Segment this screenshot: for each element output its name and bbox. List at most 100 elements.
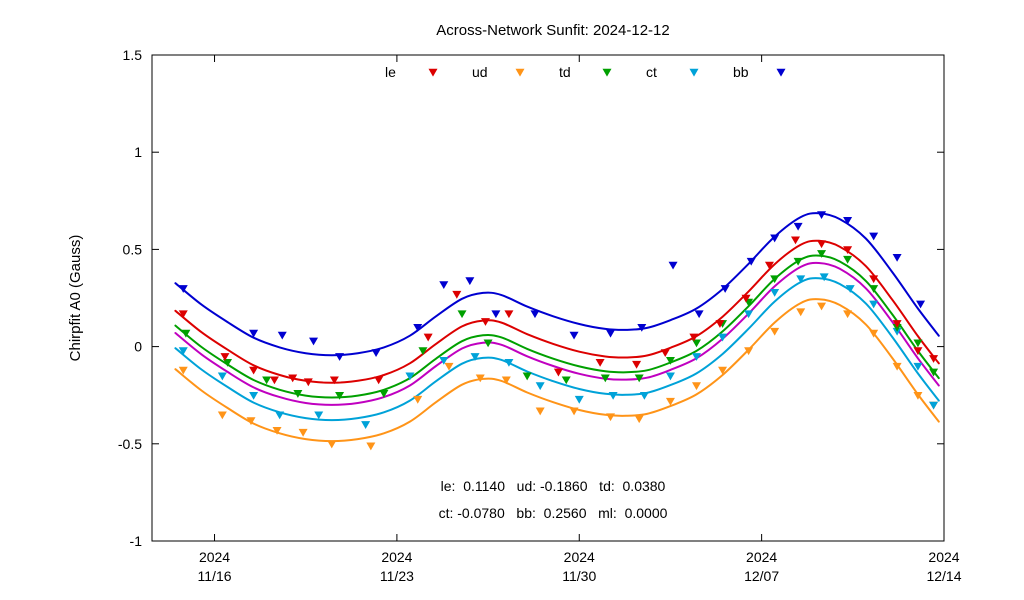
marker-ud: [665, 397, 675, 406]
x-tick-label-year: 2024: [199, 549, 230, 565]
marker-le: [689, 333, 699, 342]
marker-ct: [913, 362, 923, 371]
marker-le: [553, 368, 563, 377]
marker-td: [843, 255, 853, 264]
marker-ud: [869, 329, 879, 338]
marker-ct: [314, 411, 324, 420]
marker-td: [869, 285, 879, 293]
marker-bb: [637, 323, 647, 332]
curve-bb: [174, 212, 940, 357]
marker-bb: [178, 285, 188, 293]
marker-ud: [569, 407, 579, 416]
x-tick-label-year: 2024: [928, 549, 959, 565]
marker-ud: [501, 376, 511, 385]
y-tick-label: -0.5: [118, 436, 142, 452]
marker-le: [843, 246, 853, 254]
marker-le: [178, 310, 188, 319]
marker-td: [418, 347, 428, 356]
marker-bb: [277, 331, 287, 340]
y-tick-label: 0: [134, 339, 142, 355]
x-tick-label-date: 11/30: [562, 568, 596, 584]
marker-bb: [770, 234, 780, 243]
legend-label-bb: bb: [733, 64, 749, 80]
marker-ud: [913, 392, 923, 400]
y-tick-labels: -1 -0.5 0 0.5 1 1.5: [118, 47, 142, 549]
marker-ct: [439, 357, 449, 365]
marker-bb: [606, 329, 616, 338]
legend-label-td: td: [559, 64, 571, 80]
marker-td: [379, 390, 389, 398]
marker-td: [793, 257, 803, 266]
marker-bb: [569, 331, 579, 340]
marker-le: [288, 374, 298, 383]
marker-ud: [843, 310, 853, 319]
marker-ud: [744, 347, 754, 356]
marker-le: [791, 236, 800, 245]
marker-ud: [444, 362, 454, 371]
marker-td: [262, 376, 272, 385]
marker-ct: [869, 300, 879, 309]
x-tick-label-date: 12/07: [744, 568, 779, 584]
marker-ct: [608, 392, 618, 400]
y-tick-label: 0.5: [123, 241, 143, 257]
marker-ct: [639, 392, 649, 400]
marker-bb: [694, 310, 704, 319]
legend-marker-ct: [689, 68, 699, 77]
marker-ct: [796, 275, 806, 284]
scatter-markers: [178, 211, 939, 451]
marker-td: [522, 372, 532, 381]
y-tick-label: 1.5: [123, 47, 143, 63]
legend-marker-ud: [515, 68, 525, 77]
marker-bb: [309, 337, 319, 346]
marker-td: [457, 310, 467, 319]
curve-lines: [174, 212, 940, 443]
curve-ct: [174, 277, 940, 422]
marker-ct: [504, 358, 514, 367]
marker-ud: [327, 440, 337, 449]
marker-td: [561, 376, 571, 385]
marker-le: [303, 378, 313, 387]
marker-ud: [817, 302, 827, 311]
fit-values-line2: ct: -0.0780 bb: 0.2560 ml: 0.0000: [439, 505, 668, 521]
marker-le: [249, 366, 259, 375]
marker-td: [483, 339, 493, 348]
marker-le: [632, 360, 642, 369]
x-tick-label-date: 12/14: [926, 568, 961, 584]
marker-td: [293, 390, 303, 398]
plot-frame: [151, 54, 945, 542]
marker-ct: [692, 353, 701, 361]
marker-le: [504, 310, 514, 319]
marker-td: [335, 392, 345, 400]
marker-ud: [892, 362, 902, 371]
legend-label-ud: ud: [472, 64, 488, 80]
marker-bb: [817, 211, 827, 220]
marker-bb: [869, 232, 879, 241]
legend: le ud td ct bb: [385, 64, 786, 80]
curve-ml: [174, 261, 940, 406]
marker-bb: [843, 217, 853, 225]
y-tick-label: 1: [134, 144, 142, 160]
marker-bb: [892, 253, 902, 262]
marker-le: [329, 376, 339, 385]
marker-ct: [535, 382, 545, 391]
marker-ct: [361, 421, 371, 429]
marker-ct: [845, 285, 855, 293]
fit-values-line1: le: 0.1140 ud: -0.1860 td: 0.0380: [441, 478, 666, 494]
marker-bb: [491, 310, 501, 319]
legend-marker-le: [428, 68, 438, 77]
curve-le: [174, 239, 940, 384]
marker-td: [223, 358, 233, 367]
marker-ct: [470, 353, 480, 361]
marker-td: [817, 250, 827, 258]
marker-le: [929, 355, 939, 363]
marker-le: [480, 318, 490, 326]
legend-marker-bb: [776, 68, 786, 77]
marker-ud: [770, 327, 780, 336]
marker-ct: [249, 392, 259, 400]
marker-le: [452, 290, 462, 299]
marker-ud: [796, 308, 806, 317]
curve-td: [174, 254, 940, 399]
marker-le: [817, 240, 827, 249]
marker-le: [913, 347, 923, 356]
